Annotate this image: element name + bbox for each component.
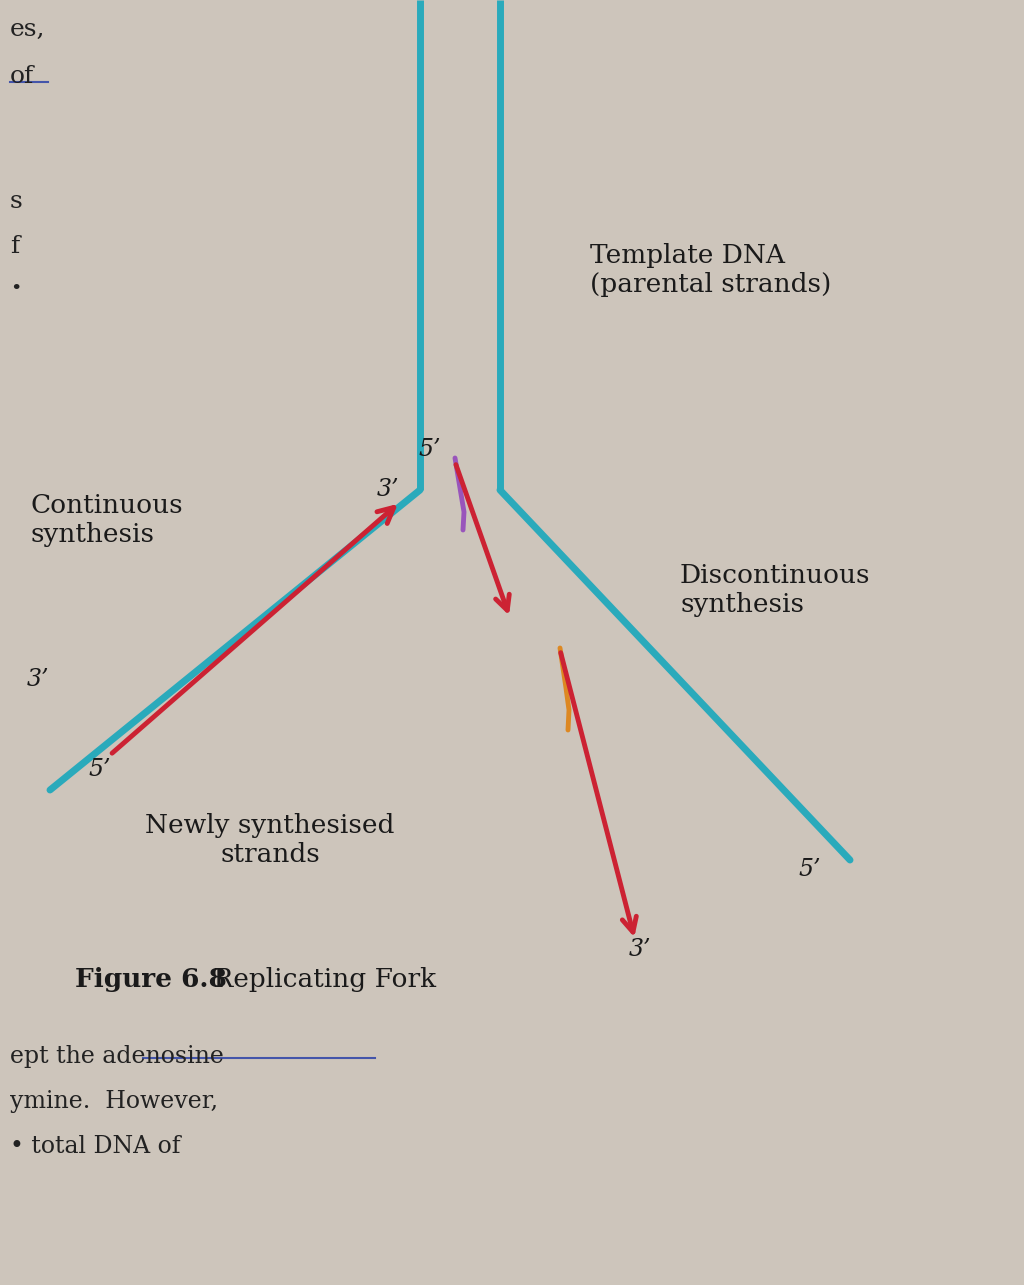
- Text: Replicating Fork: Replicating Fork: [205, 968, 436, 992]
- Text: 3’: 3’: [27, 668, 49, 691]
- Text: 3’: 3’: [377, 478, 399, 501]
- Text: Discontinuous
synthesis: Discontinuous synthesis: [680, 563, 870, 617]
- Text: s: s: [10, 190, 23, 213]
- Text: Continuous
synthesis: Continuous synthesis: [30, 493, 182, 547]
- Text: ept the adenosine: ept the adenosine: [10, 1045, 224, 1068]
- Text: Newly synthesised
strands: Newly synthesised strands: [145, 813, 394, 867]
- Text: 5’: 5’: [419, 438, 441, 461]
- Text: ymine.  However,: ymine. However,: [10, 1090, 218, 1113]
- Text: •: •: [10, 280, 22, 298]
- Text: f: f: [10, 235, 19, 258]
- Text: es,: es,: [10, 18, 45, 41]
- Text: Template DNA
(parental strands): Template DNA (parental strands): [590, 243, 831, 297]
- Text: 3’: 3’: [629, 938, 651, 961]
- Text: 5’: 5’: [799, 858, 821, 882]
- Text: • total DNA of: • total DNA of: [10, 1135, 180, 1158]
- Text: 5’: 5’: [89, 758, 112, 781]
- Text: Figure 6.8: Figure 6.8: [75, 968, 227, 992]
- Text: of: of: [10, 66, 34, 87]
